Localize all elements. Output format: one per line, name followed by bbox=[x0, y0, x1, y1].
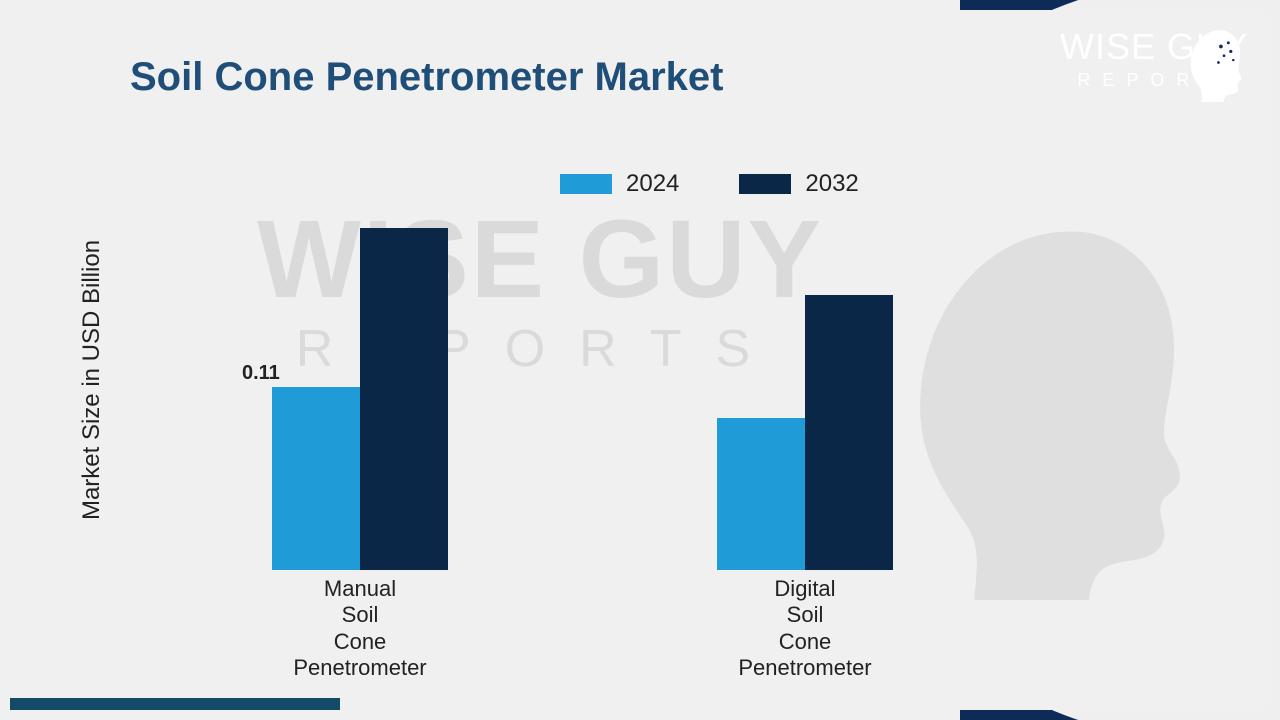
legend: 2024 2032 bbox=[560, 170, 859, 198]
bottom-accent-bar bbox=[10, 698, 340, 710]
y-axis-label: Market Size in USD Billion bbox=[78, 240, 106, 520]
legend-item-2024: 2024 bbox=[560, 170, 679, 198]
bar bbox=[717, 418, 805, 570]
category-label: ManualSoilConePenetrometer bbox=[250, 570, 470, 682]
category-label: DigitalSoilConePenetrometer bbox=[695, 570, 915, 682]
legend-swatch-2024 bbox=[560, 174, 612, 194]
chart-panel: WISE GUY REPORTS Soil Cone Penetrometer … bbox=[10, 10, 1270, 710]
legend-label-2032: 2032 bbox=[805, 170, 858, 198]
bar bbox=[272, 387, 360, 570]
bar-group: DigitalSoilConePenetrometer bbox=[717, 220, 893, 570]
bar-value-label: 0.11 bbox=[242, 362, 280, 385]
logo-head-icon bbox=[1182, 28, 1250, 102]
legend-label-2024: 2024 bbox=[626, 170, 679, 198]
legend-swatch-2032 bbox=[739, 174, 791, 194]
bar-group: 0.11ManualSoilConePenetrometer bbox=[272, 220, 448, 570]
chart-stage: WISE GUY REPORTS Soil Cone Penetrometer … bbox=[0, 0, 1280, 720]
brand-logo: WISE GUY REPORTS bbox=[988, 26, 1248, 91]
plot-area: 0.11ManualSoilConePenetrometer DigitalSoi… bbox=[210, 220, 950, 570]
legend-item-2032: 2032 bbox=[739, 170, 858, 198]
bar bbox=[805, 295, 893, 570]
chart-title: Soil Cone Penetrometer Market bbox=[130, 55, 724, 100]
bar bbox=[360, 228, 448, 570]
